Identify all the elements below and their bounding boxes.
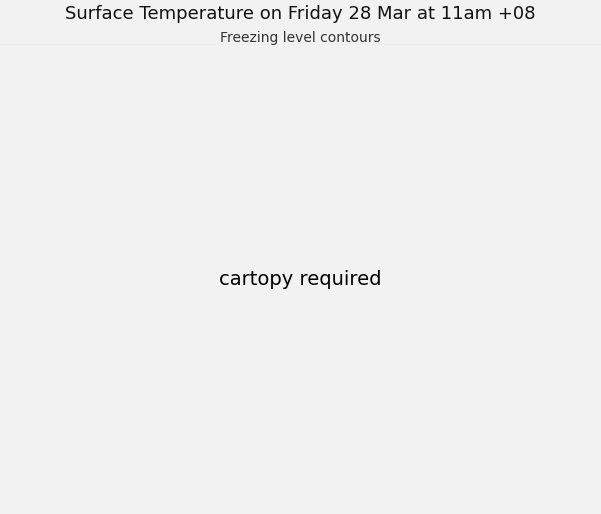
Text: Freezing level contours: Freezing level contours [220,31,381,45]
Text: Surface Temperature on Friday 28 Mar at 11am +08: Surface Temperature on Friday 28 Mar at … [66,5,535,23]
Text: cartopy required: cartopy required [219,270,382,289]
